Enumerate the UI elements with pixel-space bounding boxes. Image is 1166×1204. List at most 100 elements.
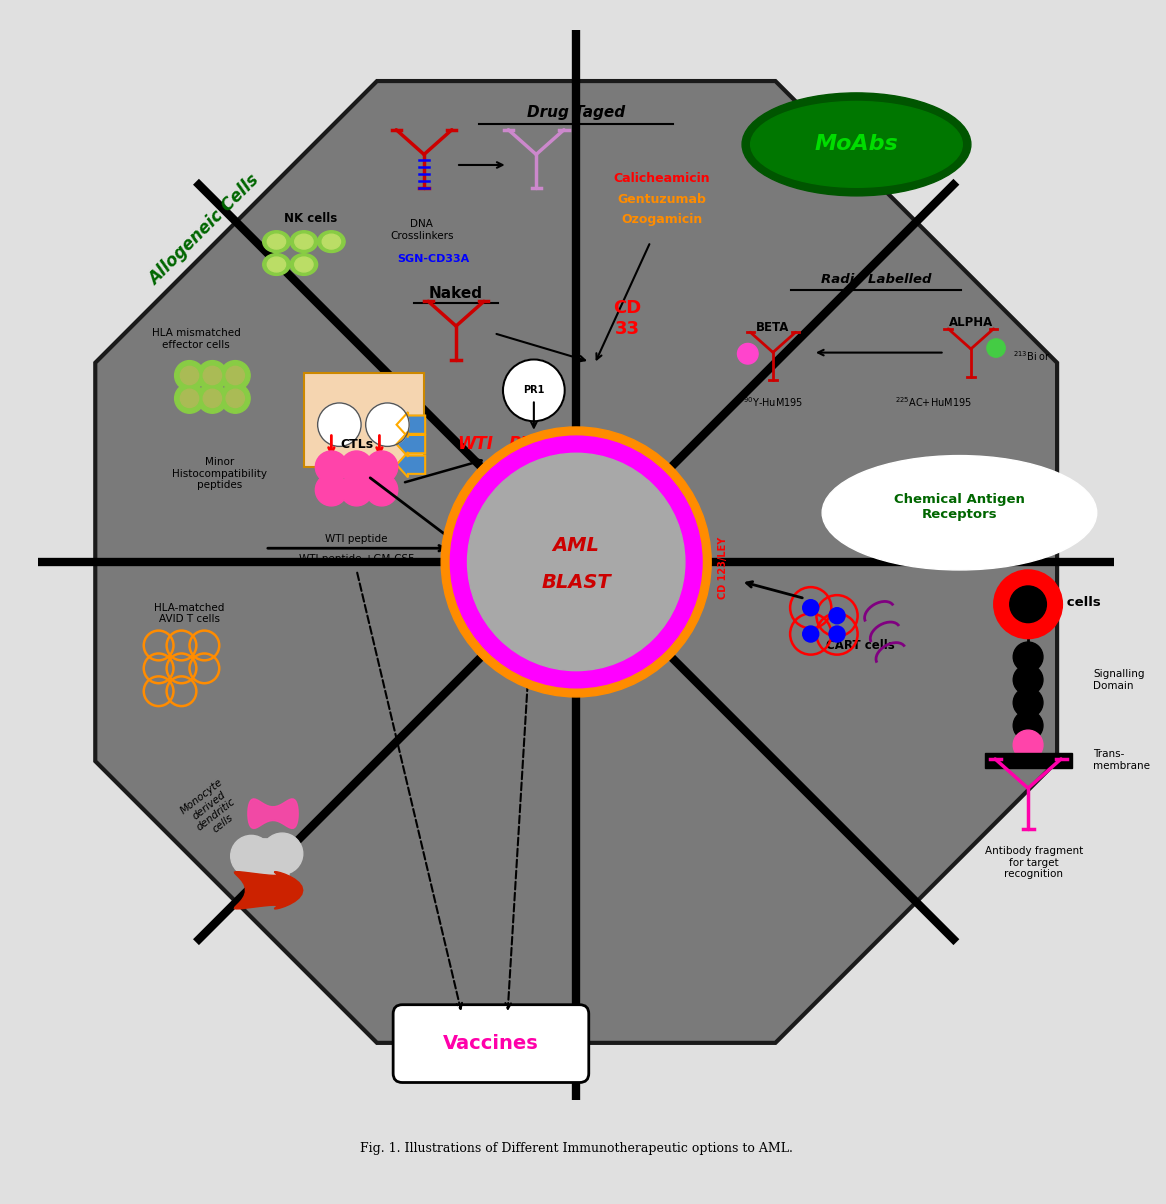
Text: Gentuzumab: Gentuzumab <box>618 193 707 206</box>
Circle shape <box>220 361 251 390</box>
Text: BETA: BETA <box>757 321 789 334</box>
Text: BLAST: BLAST <box>541 573 611 592</box>
Ellipse shape <box>290 231 317 253</box>
Bar <box>984 752 1072 768</box>
Circle shape <box>248 852 289 893</box>
Text: Radio Labelled: Radio Labelled <box>821 273 932 285</box>
Text: Monocyte
derived
dendritic
cells: Monocyte derived dendritic cells <box>178 777 246 844</box>
Ellipse shape <box>267 235 286 249</box>
Text: Minor
Histocompatibility
peptides: Minor Histocompatibility peptides <box>171 458 267 490</box>
Ellipse shape <box>317 231 345 253</box>
Circle shape <box>315 474 347 506</box>
Circle shape <box>317 403 361 447</box>
Text: Antibody fragment
for target
recognition: Antibody fragment for target recognition <box>984 846 1083 879</box>
Circle shape <box>1013 642 1042 672</box>
Circle shape <box>518 520 550 551</box>
Circle shape <box>1013 710 1042 740</box>
Circle shape <box>493 520 525 551</box>
Circle shape <box>197 361 227 390</box>
Circle shape <box>340 452 373 483</box>
FancyBboxPatch shape <box>393 1004 589 1082</box>
Text: AML: AML <box>553 537 599 555</box>
Polygon shape <box>248 799 298 828</box>
Ellipse shape <box>262 231 290 253</box>
Circle shape <box>543 497 575 529</box>
Text: CART cells: CART cells <box>826 639 894 653</box>
Circle shape <box>340 474 373 506</box>
Text: WTI peptide: WTI peptide <box>325 535 388 544</box>
Circle shape <box>450 436 702 687</box>
Circle shape <box>829 608 845 624</box>
Text: Ozogamicin: Ozogamicin <box>621 213 703 226</box>
FancyArrow shape <box>396 412 426 437</box>
Ellipse shape <box>267 258 286 272</box>
Circle shape <box>1013 687 1042 718</box>
Circle shape <box>738 343 758 364</box>
Text: CD
33: CD 33 <box>613 299 641 337</box>
Circle shape <box>543 520 575 551</box>
Text: $^{225}$AC+HuM195: $^{225}$AC+HuM195 <box>894 395 971 408</box>
Text: Calicheamicin: Calicheamicin <box>613 172 710 185</box>
Text: Fig. 1. Illustrations of Different Immunotherapeutic options to AML.: Fig. 1. Illustrations of Different Immun… <box>360 1143 793 1156</box>
Ellipse shape <box>751 101 962 188</box>
Circle shape <box>441 427 711 697</box>
Text: CD 123/LEY: CD 123/LEY <box>717 537 728 598</box>
Circle shape <box>226 366 245 384</box>
Ellipse shape <box>262 254 290 276</box>
Circle shape <box>1010 586 1046 622</box>
Text: DNA
Crosslinkers: DNA Crosslinkers <box>389 219 454 241</box>
Circle shape <box>1013 730 1042 760</box>
Text: MoAbs: MoAbs <box>815 135 898 154</box>
Text: Trans-
membrane: Trans- membrane <box>1094 749 1151 771</box>
Ellipse shape <box>295 235 312 249</box>
Text: $^{213}$Bi or: $^{213}$Bi or <box>1012 349 1051 362</box>
Text: HLA-matched
AVID T cells: HLA-matched AVID T cells <box>154 603 225 624</box>
Circle shape <box>315 452 347 483</box>
FancyArrow shape <box>396 453 426 477</box>
Circle shape <box>986 338 1005 358</box>
Circle shape <box>493 497 525 529</box>
Bar <box>304 373 424 467</box>
Text: $^{90}$Y-HuM195: $^{90}$Y-HuM195 <box>743 395 803 408</box>
Circle shape <box>802 626 819 642</box>
Circle shape <box>829 626 845 642</box>
Circle shape <box>181 366 198 384</box>
Text: Signalling
Domain: Signalling Domain <box>1094 669 1145 691</box>
Circle shape <box>203 389 222 407</box>
Circle shape <box>175 361 204 390</box>
Circle shape <box>220 384 251 413</box>
Circle shape <box>366 474 398 506</box>
Ellipse shape <box>322 235 340 249</box>
Circle shape <box>543 474 575 506</box>
Text: TUMOR
ANTIGEN: TUMOR ANTIGEN <box>687 526 708 574</box>
Circle shape <box>493 474 525 506</box>
Ellipse shape <box>822 455 1097 569</box>
Circle shape <box>518 474 550 506</box>
Circle shape <box>203 366 222 384</box>
Text: Chemical Antigen
Receptors: Chemical Antigen Receptors <box>894 494 1025 521</box>
Circle shape <box>1013 665 1042 695</box>
Text: T cells: T cells <box>1053 596 1101 608</box>
Text: CTLs: CTLs <box>340 437 373 450</box>
Circle shape <box>197 384 227 413</box>
Text: PR1: PR1 <box>524 385 545 395</box>
Circle shape <box>468 453 684 671</box>
Circle shape <box>245 839 286 880</box>
Text: Vaccines: Vaccines <box>443 1034 539 1054</box>
Text: PRI peptide: PRI peptide <box>504 565 563 576</box>
Text: Allogeneic Cells: Allogeneic Cells <box>146 171 264 289</box>
Text: ALPHA: ALPHA <box>949 317 993 330</box>
Text: NK cells: NK cells <box>285 212 337 225</box>
Text: SGN-CD33A: SGN-CD33A <box>398 254 469 264</box>
Text: CTLs: CTLs <box>518 460 550 473</box>
Text: PR3: PR3 <box>508 435 546 453</box>
Circle shape <box>366 403 409 447</box>
Text: HLA mismatched
effector cells: HLA mismatched effector cells <box>152 327 240 349</box>
Circle shape <box>261 833 303 874</box>
Circle shape <box>181 389 198 407</box>
Circle shape <box>366 452 398 483</box>
Polygon shape <box>234 872 303 909</box>
FancyArrow shape <box>396 431 426 456</box>
Circle shape <box>993 569 1062 638</box>
Circle shape <box>802 600 819 615</box>
